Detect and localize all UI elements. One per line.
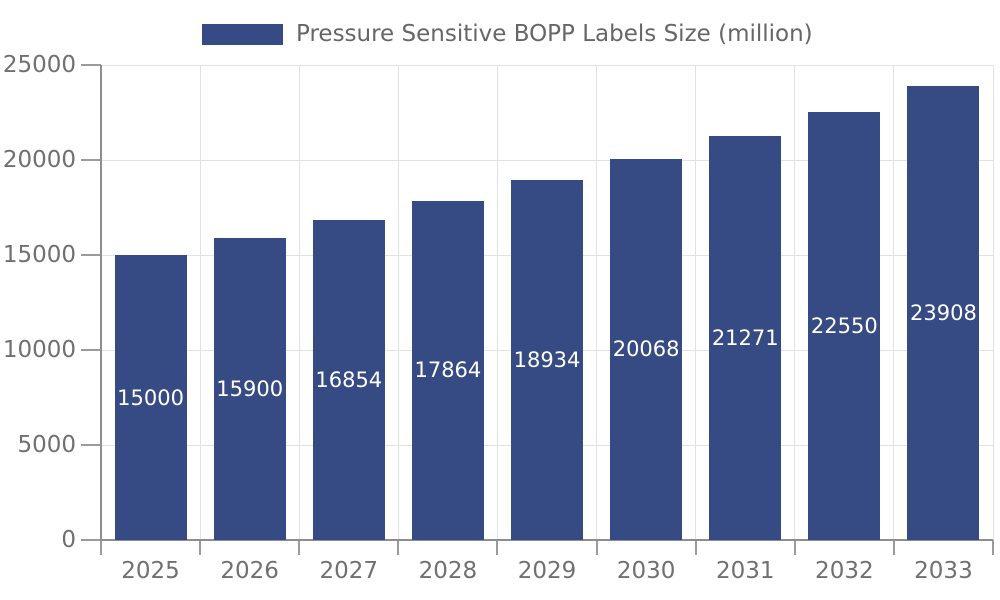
y-axis-tick-label: 0 xyxy=(61,527,76,553)
x-axis-tick xyxy=(397,540,400,555)
x-axis-tick-label: 2029 xyxy=(517,558,577,584)
x-axis-tick xyxy=(199,540,202,555)
x-gridline xyxy=(596,65,598,540)
x-gridline xyxy=(298,65,300,540)
y-axis-tick xyxy=(81,159,101,161)
x-gridline xyxy=(893,65,895,540)
x-axis-tick-label: 2033 xyxy=(914,558,973,584)
y-axis-tick-label: 25000 xyxy=(2,52,76,78)
bar-value-label: 21271 xyxy=(711,325,779,350)
bar-2031[interactable] xyxy=(709,135,782,540)
y-axis-tick xyxy=(81,254,101,256)
x-axis-tick-label: 2031 xyxy=(715,558,775,584)
y-gridline xyxy=(101,159,993,161)
bar-value-label: 15900 xyxy=(216,376,284,401)
bar-2033[interactable] xyxy=(907,85,980,540)
x-axis-tick xyxy=(892,540,895,555)
bar-2025[interactable] xyxy=(114,255,187,540)
x-axis-tick xyxy=(992,540,994,555)
x-axis-tick-label: 2030 xyxy=(616,558,676,584)
x-axis-line xyxy=(100,539,993,541)
x-axis-tick-label: 2025 xyxy=(121,558,180,584)
x-gridline xyxy=(992,65,994,540)
x-axis-tick xyxy=(298,540,301,555)
x-gridline xyxy=(496,65,498,540)
bar-value-label: 23908 xyxy=(910,300,977,325)
y-axis-tick-label: 15000 xyxy=(2,242,76,268)
x-gridline xyxy=(695,65,697,540)
bar-value-label: 17864 xyxy=(414,358,482,383)
x-axis-tick xyxy=(496,540,499,555)
bar-2026[interactable] xyxy=(213,237,286,540)
y-axis-tick-label: 5000 xyxy=(17,432,76,458)
legend-label: Pressure Sensitive BOPP Labels Size (mil… xyxy=(296,21,813,47)
y-axis-tick xyxy=(81,64,101,66)
bar-value-label: 18934 xyxy=(513,348,581,373)
bar-2032[interactable] xyxy=(808,111,881,540)
x-axis-tick-label: 2026 xyxy=(220,558,279,584)
bar-value-label: 15000 xyxy=(117,385,184,410)
legend-swatch xyxy=(202,23,283,45)
bar-value-label: 16854 xyxy=(315,367,383,392)
legend-item[interactable]: Pressure Sensitive BOPP Labels Size (mil… xyxy=(202,20,813,48)
bar-2028[interactable] xyxy=(411,200,484,540)
y-axis-line xyxy=(100,65,102,540)
x-axis-tick xyxy=(694,540,697,555)
x-axis-tick-label: 2028 xyxy=(418,558,478,584)
y-gridline xyxy=(101,64,993,66)
bar-value-label: 20068 xyxy=(612,337,680,362)
y-axis-tick-label: 20000 xyxy=(2,147,76,173)
y-axis-tick xyxy=(81,539,101,541)
x-gridline xyxy=(199,65,201,540)
y-axis-tick-label: 10000 xyxy=(2,337,76,363)
bar-value-label: 22550 xyxy=(810,313,878,338)
x-axis-tick-label: 2027 xyxy=(319,558,379,584)
bar-2029[interactable] xyxy=(511,180,583,540)
bar-2027[interactable] xyxy=(312,219,385,540)
x-axis-tick xyxy=(793,540,796,555)
x-gridline xyxy=(794,65,796,540)
y-axis-tick xyxy=(81,444,101,446)
x-axis-tick xyxy=(595,540,598,555)
x-gridline xyxy=(397,65,399,540)
y-axis-tick xyxy=(81,349,101,351)
bar-2030[interactable] xyxy=(610,158,683,540)
x-axis-tick-label: 2032 xyxy=(815,558,874,584)
x-axis-tick xyxy=(100,540,102,555)
